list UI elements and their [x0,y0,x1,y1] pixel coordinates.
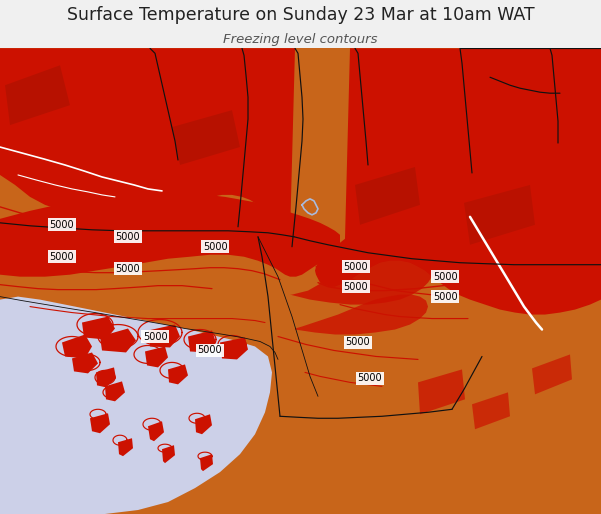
Text: 5000: 5000 [50,252,75,262]
Polygon shape [188,331,216,353]
Polygon shape [162,445,175,463]
Polygon shape [72,353,98,373]
Polygon shape [350,48,601,165]
Polygon shape [490,48,601,125]
Polygon shape [464,185,535,245]
Polygon shape [62,335,92,358]
Polygon shape [105,381,125,401]
Polygon shape [82,317,115,339]
Text: 5000: 5000 [433,291,457,302]
Polygon shape [580,48,601,57]
Text: Surface Temperature on Sunday 23 Mar at 10am WAT: Surface Temperature on Sunday 23 Mar at … [67,7,534,25]
Polygon shape [315,48,601,315]
Polygon shape [560,48,601,80]
Text: 5000: 5000 [203,242,227,252]
Polygon shape [90,413,110,433]
Polygon shape [0,48,295,237]
Text: 5000: 5000 [346,338,370,347]
Text: 5000: 5000 [50,220,75,230]
Text: 5000: 5000 [115,232,140,242]
Polygon shape [290,259,432,305]
Polygon shape [472,392,510,429]
Polygon shape [200,454,213,471]
Text: Freezing level contours: Freezing level contours [223,33,378,46]
Polygon shape [0,192,340,277]
Polygon shape [168,364,188,384]
Text: 5000: 5000 [433,272,457,282]
Text: 5000: 5000 [358,373,382,383]
Polygon shape [430,48,490,85]
Polygon shape [145,346,168,368]
Polygon shape [355,167,420,225]
Polygon shape [96,368,116,388]
Polygon shape [100,328,136,353]
Text: 5000: 5000 [344,262,368,272]
Polygon shape [148,324,180,347]
Polygon shape [418,370,465,414]
Polygon shape [220,338,248,359]
Polygon shape [195,414,212,434]
Polygon shape [172,110,240,165]
Polygon shape [118,438,133,456]
Polygon shape [5,65,70,125]
Polygon shape [295,295,428,335]
Polygon shape [148,421,164,441]
Polygon shape [532,355,572,394]
Text: 5000: 5000 [344,282,368,291]
Polygon shape [0,48,295,107]
Polygon shape [0,48,601,514]
Text: 5000: 5000 [142,332,167,341]
Text: 5000: 5000 [115,264,140,273]
Polygon shape [0,297,272,514]
Polygon shape [295,48,601,324]
Text: 5000: 5000 [198,345,222,356]
